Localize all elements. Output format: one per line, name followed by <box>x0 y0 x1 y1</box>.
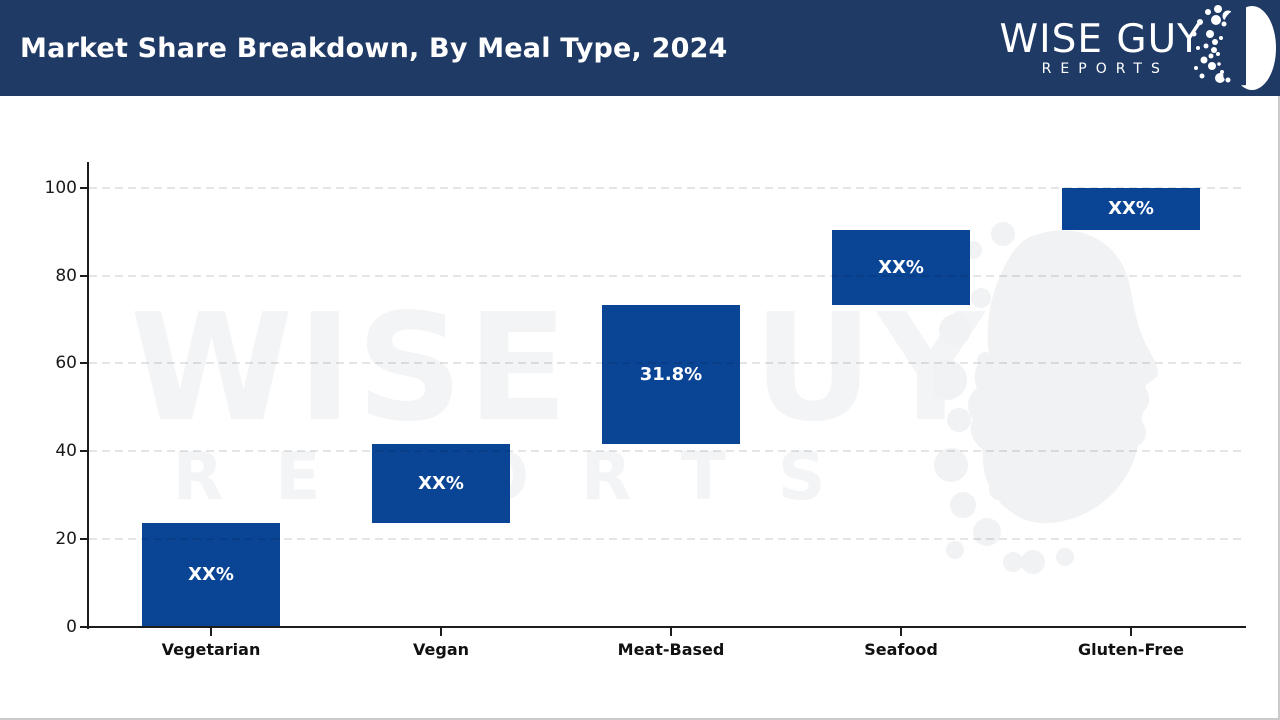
bar-meat-based <box>602 304 740 445</box>
y-axis-spine <box>87 162 89 629</box>
x-category-label: Meat-Based <box>617 640 725 659</box>
y-tick-mark <box>80 450 89 452</box>
page-title: Market Share Breakdown, By Meal Type, 20… <box>20 32 728 64</box>
y-tick-mark <box>80 186 89 189</box>
y-tick-label: 60 <box>55 353 77 374</box>
y-tick-label: 80 <box>55 265 77 286</box>
x-category-label: Gluten-Free <box>1077 640 1185 659</box>
logo-face-icon <box>1191 5 1276 90</box>
gridline-y40 <box>89 450 1245 452</box>
bar-value-label: XX% <box>418 472 464 494</box>
y-tick-label: 0 <box>66 616 77 637</box>
gridline-y60 <box>89 362 1245 365</box>
y-tick-label: 100 <box>44 177 77 198</box>
bar-vegan <box>372 444 510 524</box>
x-axis-spine <box>87 625 1246 628</box>
x-tick-mark <box>900 627 902 636</box>
bar-value-label: XX% <box>1108 198 1154 220</box>
x-category-label: Seafood <box>864 640 938 659</box>
bar-seafood <box>832 230 970 305</box>
report-header: Market Share Breakdown, By Meal Type, 20… <box>0 0 1280 96</box>
y-tick-label: 40 <box>55 441 77 461</box>
x-tick-mark <box>440 627 442 636</box>
y-tick-mark <box>80 274 89 277</box>
x-category-label: Vegetarian <box>161 640 261 659</box>
wiseguy-logo: WISE GUY REPORTS <box>1000 4 1278 92</box>
y-tick-label: 20 <box>55 528 77 549</box>
bar-gluten-free <box>1062 187 1200 231</box>
y-tick-mark <box>80 362 89 365</box>
x-category-label: Vegan <box>413 640 469 659</box>
gridline-y80 <box>89 274 1245 277</box>
gridline-y20 <box>89 537 1245 540</box>
logo-brand-name: WISE GUY <box>999 17 1202 62</box>
watermark-text-primary: WISE GUY <box>130 282 989 454</box>
x-tick-mark <box>210 627 212 636</box>
y-tick-mark <box>80 537 89 540</box>
x-tick-mark <box>1130 627 1132 636</box>
bar-vegetarian <box>142 523 280 627</box>
logo-brand-sub: REPORTS <box>1041 61 1169 77</box>
gridline-y100 <box>89 186 1245 189</box>
bar-value-label: XX% <box>188 563 234 585</box>
bar-value-label: XX% <box>878 256 924 278</box>
wiseguy-logo-text: WISE GUY REPORTS <box>1000 20 1202 76</box>
watermark-face-icon <box>933 222 1158 574</box>
x-tick-mark <box>670 627 672 636</box>
y-tick-mark <box>80 625 89 628</box>
bar-value-label: 31.8% <box>639 363 703 385</box>
